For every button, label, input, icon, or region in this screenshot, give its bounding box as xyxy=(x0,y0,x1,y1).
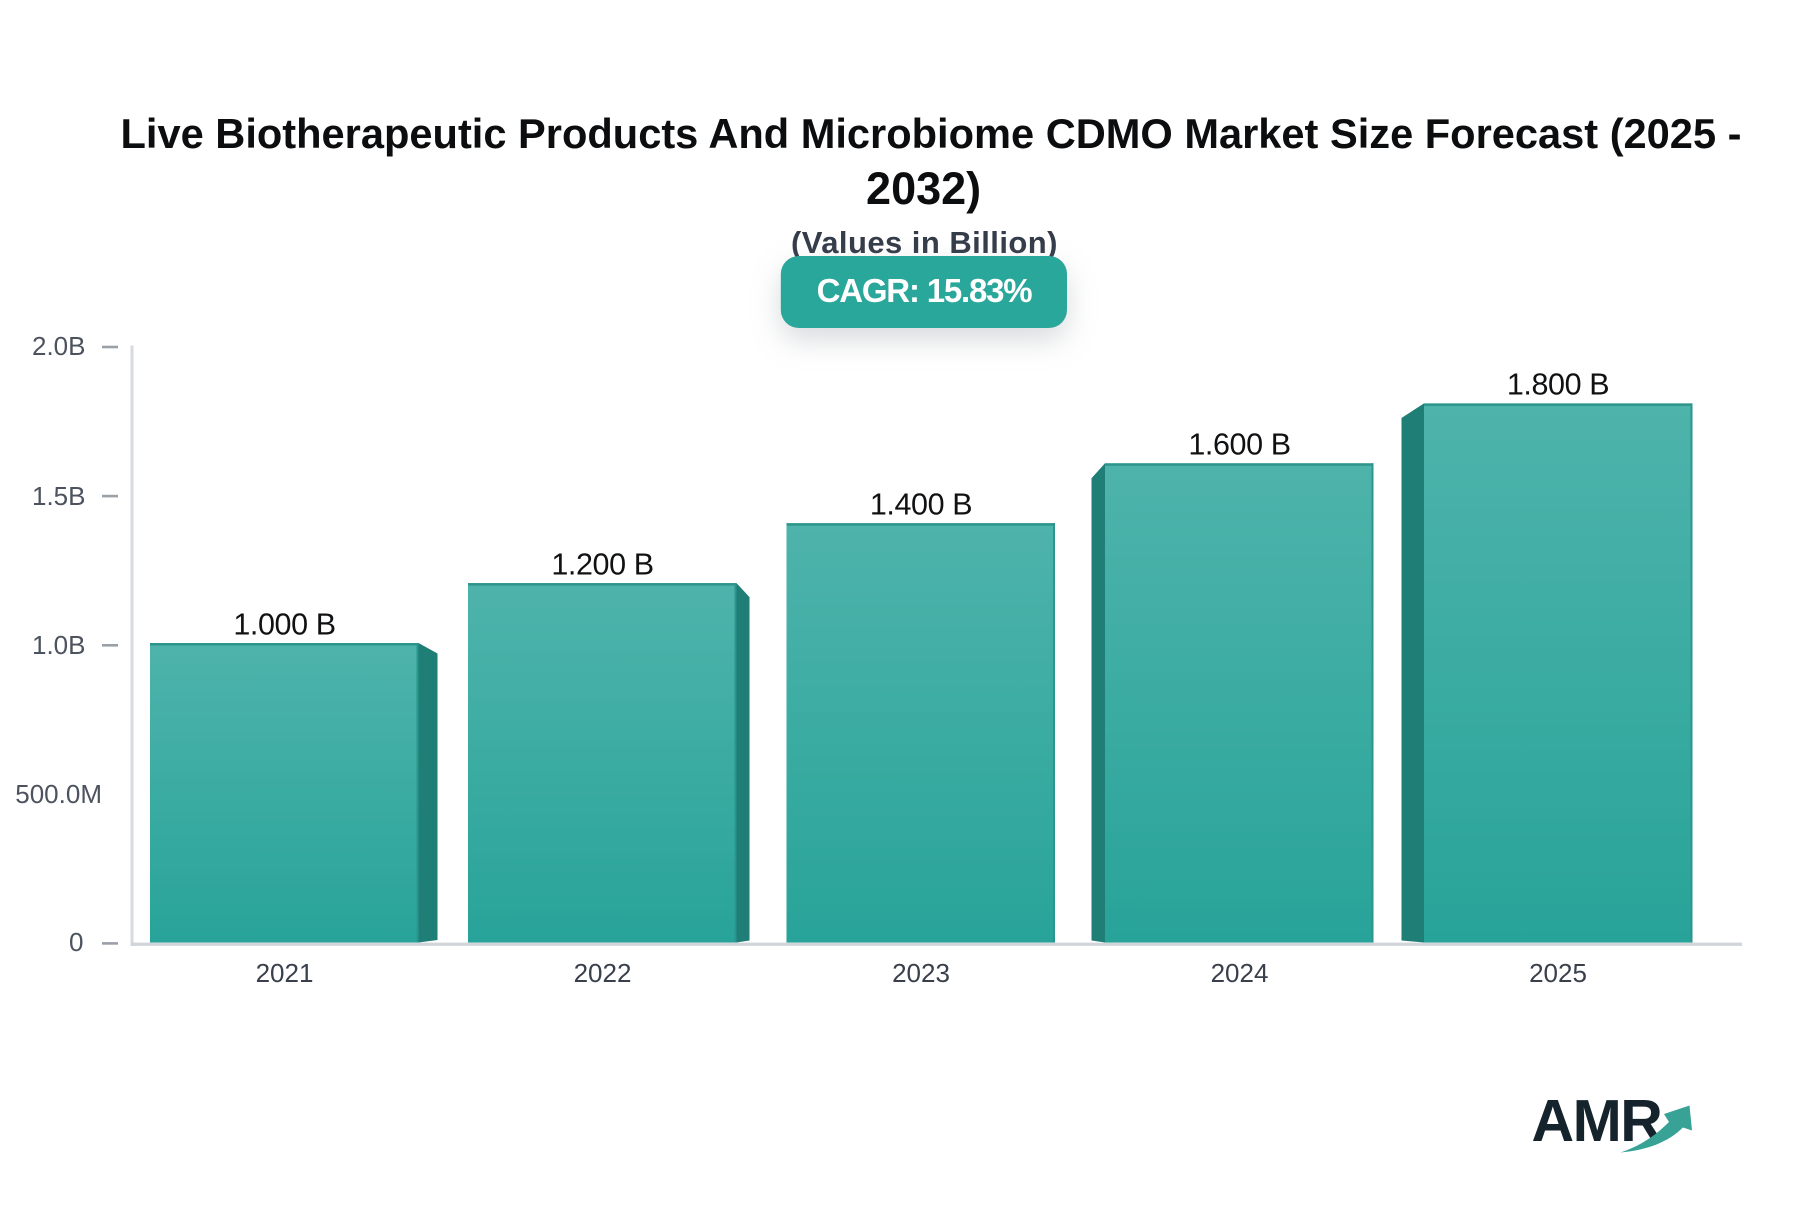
svg-text:AMR: AMR xyxy=(1532,1088,1663,1154)
svg-text:2021: 2021 xyxy=(256,958,314,988)
svg-text:Live Biotherapeutic Products A: Live Biotherapeutic Products And Microbi… xyxy=(121,110,1742,157)
svg-text:1.200 B: 1.200 B xyxy=(551,548,653,582)
svg-text:1.5B: 1.5B xyxy=(32,481,86,511)
svg-text:2025: 2025 xyxy=(1529,958,1587,988)
svg-text:1.000 B: 1.000 B xyxy=(233,608,335,642)
svg-text:2023: 2023 xyxy=(892,958,950,988)
svg-text:1.800 B: 1.800 B xyxy=(1507,368,1609,402)
svg-text:2.0B: 2.0B xyxy=(32,331,86,361)
svg-text:1.0B: 1.0B xyxy=(32,630,86,660)
svg-text:2032): 2032) xyxy=(866,163,981,214)
svg-text:1.400 B: 1.400 B xyxy=(870,488,972,522)
svg-text:2024: 2024 xyxy=(1211,958,1269,988)
svg-text:0: 0 xyxy=(69,927,83,957)
svg-text:2022: 2022 xyxy=(574,958,632,988)
svg-text:500.0M: 500.0M xyxy=(15,779,102,809)
svg-text:(Values in Billion): (Values in Billion) xyxy=(791,225,1058,260)
svg-text:CAGR: 15.83%: CAGR: 15.83% xyxy=(817,272,1033,309)
svg-text:1.600 B: 1.600 B xyxy=(1188,428,1290,462)
